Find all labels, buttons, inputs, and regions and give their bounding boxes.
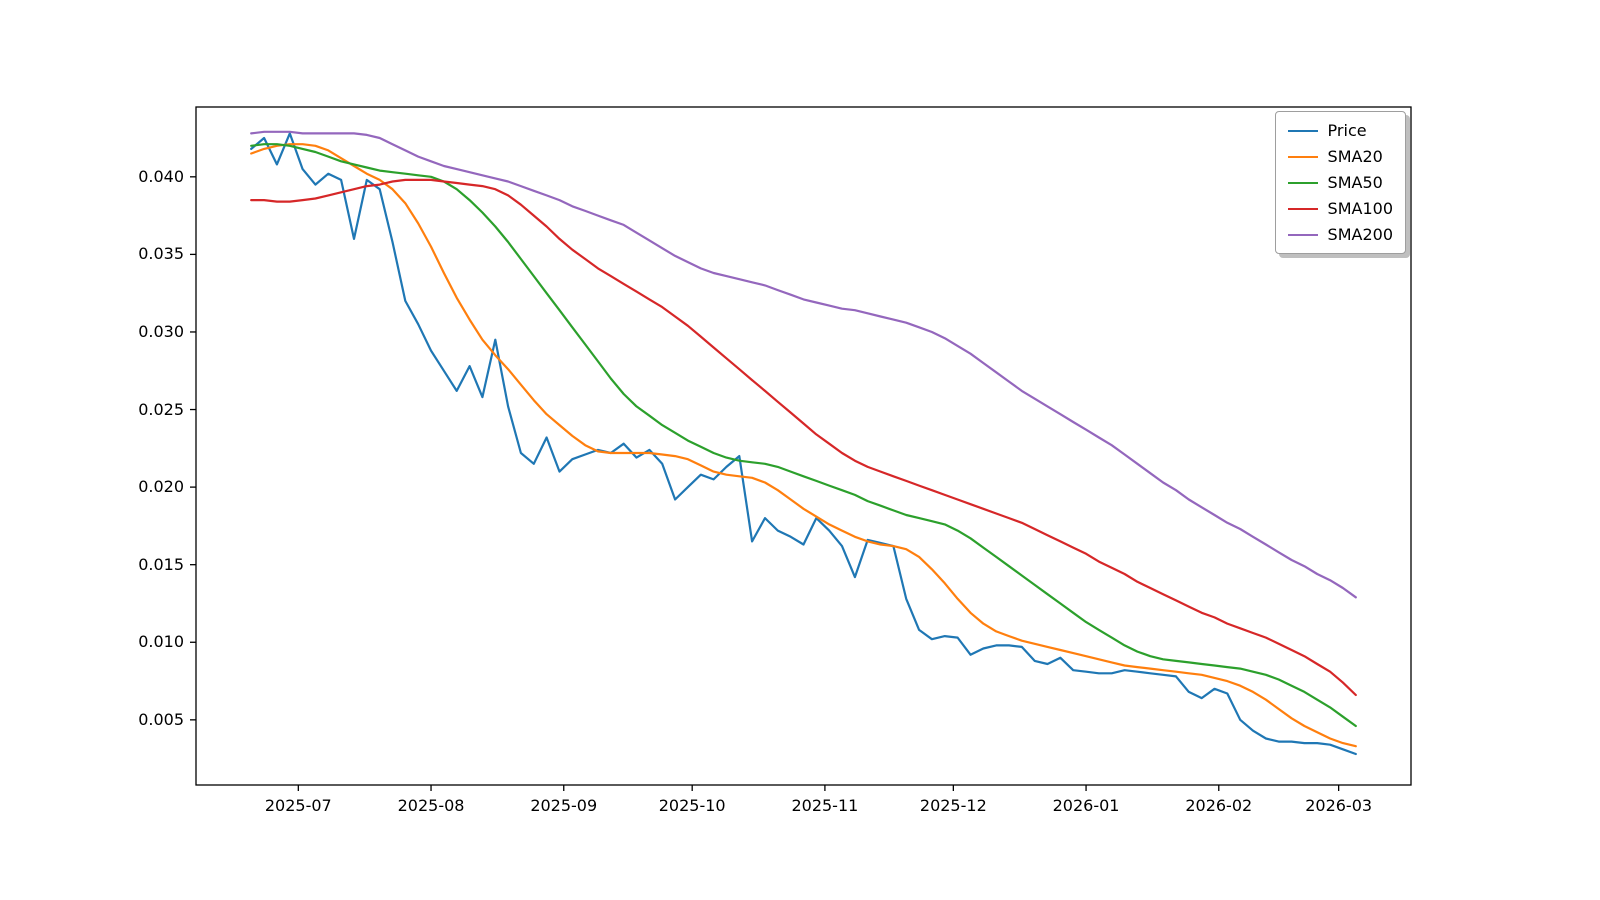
- legend-entry-price: Price: [1287, 121, 1393, 140]
- x-tick-label: 2025-08: [397, 796, 465, 815]
- series-line-sma200: [250, 130, 1357, 599]
- series-line-sma100: [250, 178, 1357, 697]
- y-tick-label: 0.040: [138, 166, 184, 186]
- legend-line-sample: [1287, 155, 1318, 158]
- y-tick-label: 0.020: [138, 477, 184, 497]
- x-tick-label: 2025-10: [658, 796, 726, 815]
- x-tick-label: 2025-11: [791, 796, 859, 815]
- x-tick-label: 2025-07: [264, 796, 332, 815]
- x-tick-label: 2026-02: [1185, 796, 1253, 815]
- x-tick-label: 2025-09: [530, 796, 598, 815]
- y-tick-label: 0.030: [138, 321, 184, 341]
- axes-spines: [195, 106, 1412, 786]
- x-tick-label: 2025-12: [919, 796, 987, 815]
- legend-entry-sma200: SMA200: [1287, 225, 1393, 244]
- series-line-sma50: [250, 143, 1357, 728]
- legend-label: SMA100: [1327, 199, 1393, 218]
- legend-label: SMA20: [1327, 147, 1383, 166]
- legend-label: SMA50: [1327, 173, 1383, 192]
- y-tick-label: 0.025: [138, 399, 184, 419]
- y-tick-label: 0.005: [138, 709, 184, 729]
- legend-line-sample: [1287, 181, 1318, 184]
- y-tick-label: 0.035: [138, 244, 184, 264]
- legend-entry-sma100: SMA100: [1287, 199, 1393, 218]
- legend-entry-sma50: SMA50: [1287, 173, 1393, 192]
- series-line-sma20: [250, 143, 1357, 748]
- legend-line-sample: [1287, 233, 1318, 236]
- legend-label: SMA200: [1327, 225, 1393, 244]
- legend-line-sample: [1287, 129, 1318, 132]
- x-tick-label: 2026-01: [1052, 796, 1120, 815]
- series-line-price: [250, 132, 1357, 756]
- y-tick-label: 0.015: [138, 554, 184, 574]
- y-tick-label: 0.010: [138, 632, 184, 652]
- legend-label: Price: [1327, 121, 1367, 140]
- x-tick-label: 2026-03: [1305, 796, 1373, 815]
- legend-line-sample: [1287, 207, 1318, 210]
- legend: Price SMA20 SMA50 SMA100 SMA200: [1274, 111, 1406, 254]
- legend-entry-sma20: SMA20: [1287, 147, 1393, 166]
